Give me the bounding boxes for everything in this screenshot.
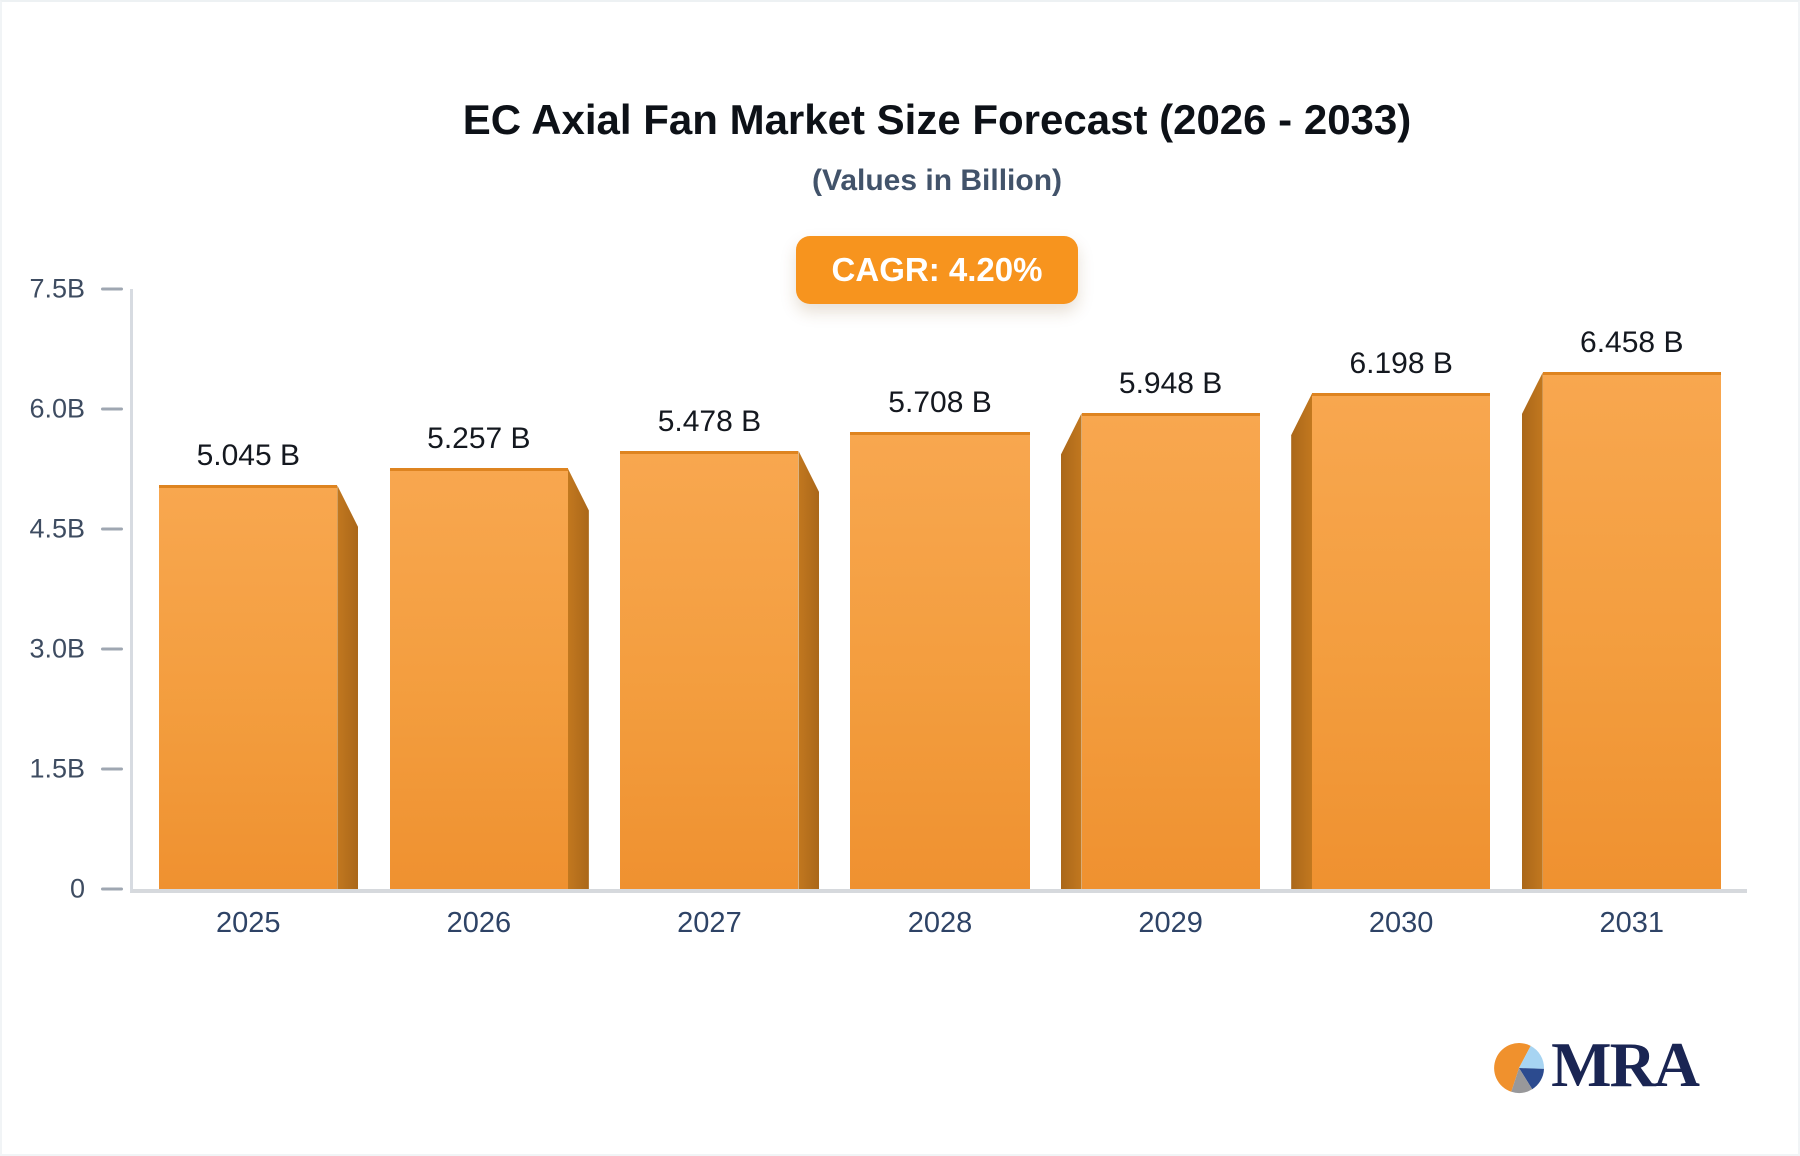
- y-axis-tick: 3.0B: [27, 634, 123, 665]
- y-axis-tick-mark: [101, 887, 123, 891]
- mra-pie-logo-icon: [1494, 1043, 1545, 1093]
- y-axis-tick-label: 0: [69, 873, 85, 904]
- bar-3d-side-face: [567, 468, 589, 889]
- y-axis-tick-label: 1.5B: [29, 753, 85, 784]
- x-axis-label-2031: 2031: [1599, 907, 1665, 939]
- y-axis-tick-label: 3.0B: [29, 633, 85, 664]
- bar-value-label: 6.458 B: [1580, 326, 1684, 360]
- bar-chart-plot-area: 0 1.5B 3.0B 4.5B 6.0B 7.5B 5.045 B 2025 5.257 B 2…: [29, 274, 1747, 939]
- cagr-badge: CAGR: 4.20%: [795, 236, 1079, 304]
- bar-value-label: 5.045 B: [196, 439, 300, 473]
- y-axis-tick: 1.5B: [27, 754, 123, 785]
- bar-value-label: 5.948 B: [1118, 367, 1223, 401]
- bar-group-2028: 5.708 B 2028: [825, 289, 1056, 939]
- bar-3d-side-face: [1521, 372, 1543, 889]
- chart-title: EC Axial Fan Market Size Forecast (2026 …: [462, 96, 1412, 143]
- bar-2030: [1312, 393, 1491, 889]
- bar-3d-side-face: [337, 485, 359, 889]
- y-axis-tick-mark: [101, 647, 123, 651]
- bar-3d-side-face: [1291, 393, 1313, 889]
- bar-2029: [1081, 413, 1260, 889]
- bar-group-2027: 5.478 B 2027: [594, 289, 825, 939]
- y-axis-tick-mark: [101, 287, 123, 291]
- bar-group-2026: 5.257 B 2026: [364, 289, 595, 939]
- bar-value-label: 5.708 B: [888, 386, 992, 420]
- y-axis-tick-mark: [101, 767, 123, 771]
- y-axis-tick: 6.0B: [27, 394, 123, 425]
- y-axis-tick: 7.5B: [27, 274, 123, 305]
- bar-2028: [850, 432, 1031, 889]
- bar-3d-side-face: [798, 450, 820, 889]
- mra-logo: MRA: [1493, 1029, 1700, 1100]
- bar-2027: [620, 450, 799, 889]
- y-axis-tick-mark: [101, 407, 123, 411]
- bar-2031: [1542, 372, 1721, 889]
- y-axis-tick-mark: [101, 527, 123, 531]
- bar-2025: [159, 485, 338, 889]
- bar-group-2025: 5.045 B 2025: [133, 289, 364, 939]
- y-axis-tick-label: 7.5B: [29, 273, 85, 304]
- bar-3d-side-face: [1060, 413, 1082, 889]
- bar-value-label: 5.478 B: [657, 404, 762, 438]
- y-axis-tick: 0: [27, 874, 123, 905]
- x-axis-label-2028: 2028: [907, 907, 973, 939]
- y-axis-tick-label: 6.0B: [29, 393, 85, 424]
- x-axis-label-2029: 2029: [1138, 907, 1203, 939]
- y-axis-tick-label: 4.5B: [29, 513, 85, 544]
- chart-header: EC Axial Fan Market Size Forecast (2026 …: [130, 2, 1744, 304]
- bar-group-2029: 5.948 B 2029: [1055, 289, 1286, 939]
- x-axis-label-2030: 2030: [1368, 907, 1434, 939]
- bar-2026: [389, 468, 568, 889]
- bar-value-label: 6.198 B: [1349, 347, 1453, 381]
- bar-group-2030: 6.198 B 2030: [1286, 289, 1517, 939]
- mra-logo-text: MRA: [1551, 1029, 1700, 1100]
- y-axis-tick: 4.5B: [27, 514, 123, 545]
- bar-value-label: 5.257 B: [427, 422, 531, 456]
- x-axis-label-2025: 2025: [216, 907, 281, 939]
- chart-subtitle: (Values in Billion): [811, 164, 1063, 197]
- bar-group-2031: 6.458 B 2031: [1516, 289, 1747, 939]
- x-axis-label-2026: 2026: [446, 907, 512, 939]
- x-axis-label-2027: 2027: [677, 907, 742, 939]
